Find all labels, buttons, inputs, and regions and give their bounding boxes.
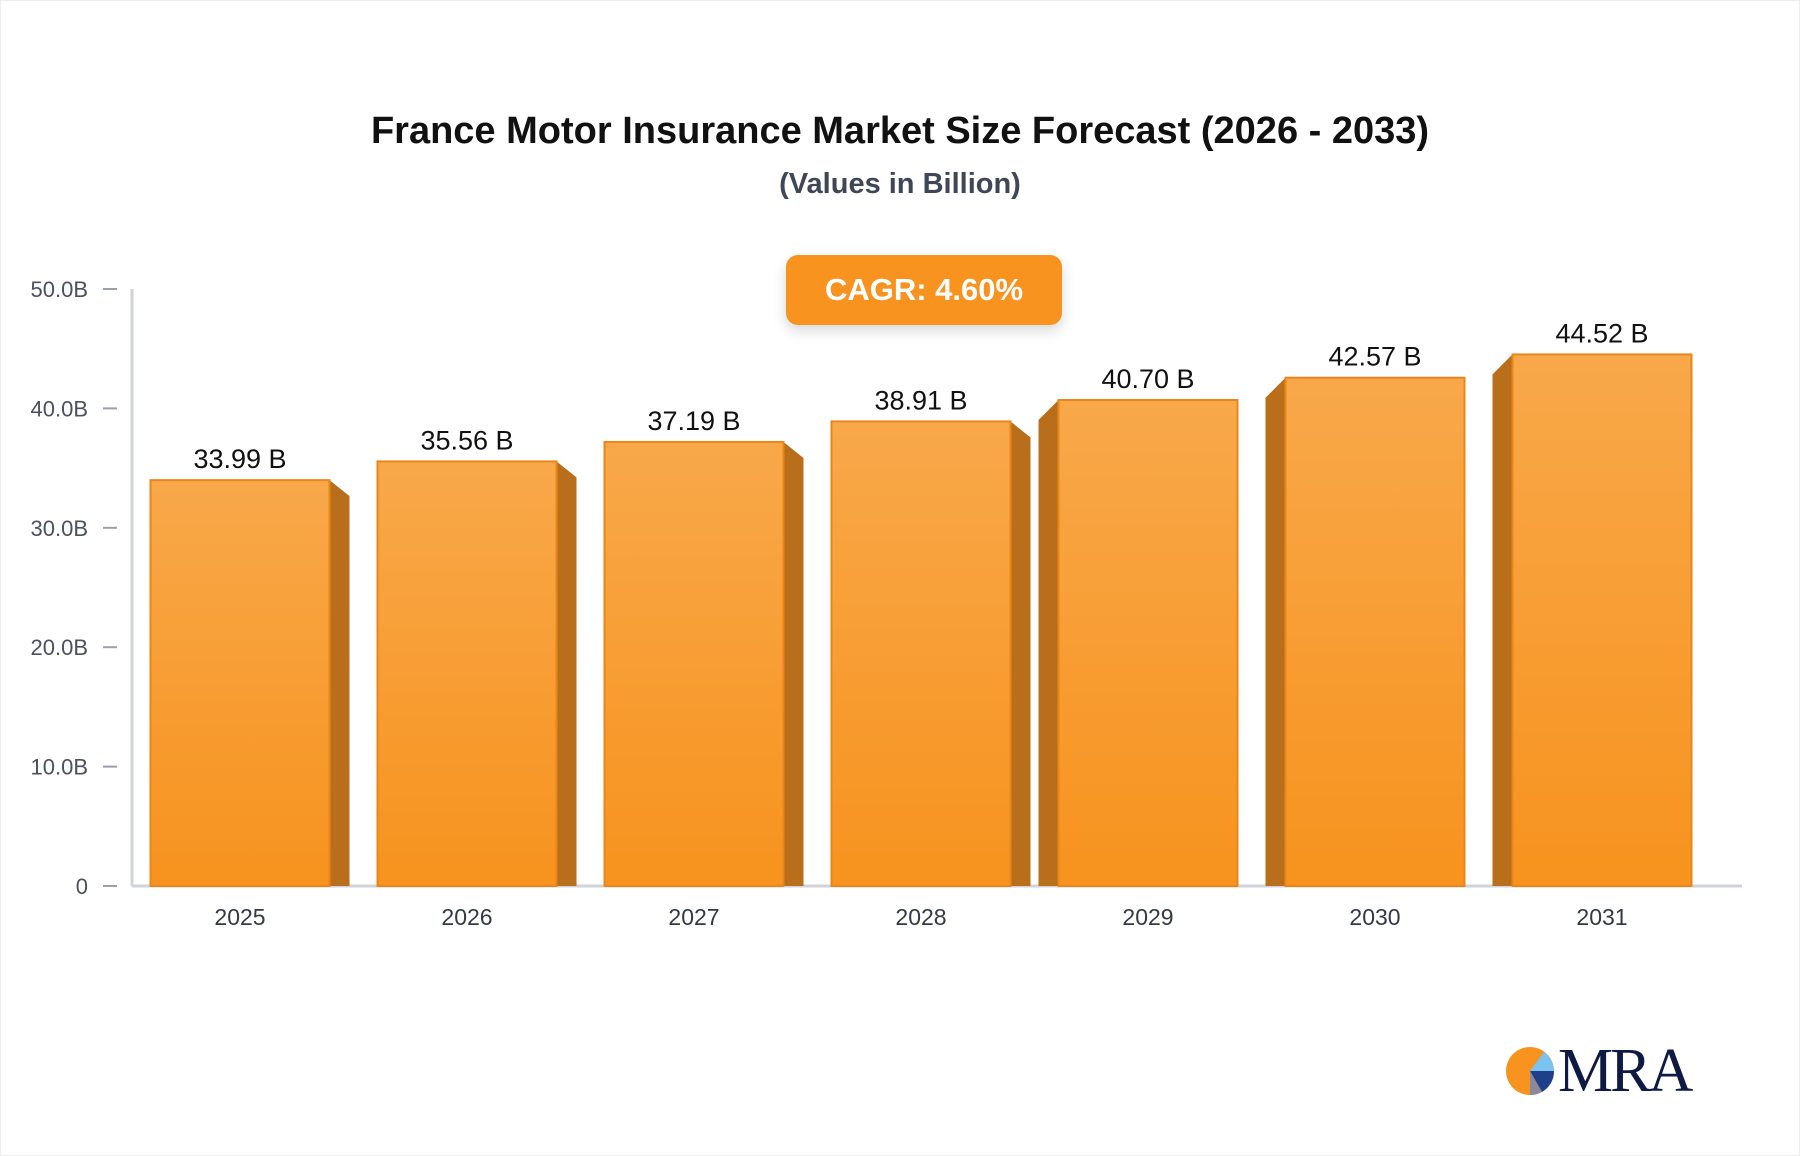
bar-side [783, 441, 804, 886]
logo-text: MRA [1558, 1037, 1693, 1105]
bar-group: 35.56 B 2026 [376, 425, 577, 930]
bar [1511, 353, 1693, 887]
x-tick-label: 2027 [668, 904, 719, 930]
y-tick-label: 50.0B [31, 277, 89, 302]
data-label: 44.52 B [1555, 318, 1648, 348]
bar-group: 42.57 B 2030 [1265, 342, 1466, 930]
bar [1057, 399, 1239, 887]
x-tick-label: 2031 [1576, 904, 1627, 930]
bar-side [1038, 400, 1059, 886]
bar-group: 37.19 B 2027 [603, 406, 804, 930]
x-tick-label: 2030 [1349, 904, 1400, 930]
cagr-badge: CAGR: 4.60% [786, 255, 1062, 325]
chart-subtitle: (Values in Billion) [779, 168, 1021, 200]
bar-group: 38.91 B 2028 [830, 385, 1031, 930]
bar [830, 420, 1012, 887]
bar-side [329, 480, 350, 886]
data-label: 35.56 B [420, 425, 513, 455]
bar [376, 460, 558, 887]
bar [149, 479, 331, 887]
mra-logo: MRA [1504, 1037, 1693, 1105]
bar-group: 33.99 B 2025 [149, 444, 350, 930]
x-tick-label: 2029 [1122, 904, 1173, 930]
data-label: 37.19 B [647, 406, 740, 436]
bar-side [1492, 354, 1513, 886]
bar-side [1010, 421, 1031, 886]
y-tick-label: 40.0B [31, 396, 89, 421]
bar [1284, 376, 1466, 887]
x-tick-label: 2028 [895, 904, 946, 930]
y-tick-label: 10.0B [31, 755, 89, 780]
y-tick-label: 0 [76, 874, 88, 899]
x-tick-label: 2026 [441, 904, 492, 930]
y-tick-label: 30.0B [31, 516, 89, 541]
data-label: 38.91 B [874, 385, 967, 415]
data-label: 42.57 B [1328, 342, 1421, 372]
x-tick-label: 2025 [214, 904, 265, 930]
bar-side [1265, 377, 1286, 886]
bar [603, 440, 785, 887]
bar-side [556, 461, 577, 886]
y-tick-label: 20.0B [31, 635, 89, 660]
chart-title: France Motor Insurance Market Size Forec… [370, 110, 1430, 152]
data-label: 40.70 B [1101, 364, 1194, 394]
bar-group: 40.70 B 2029 [1038, 364, 1239, 930]
pie-logo-icon [1506, 1047, 1555, 1096]
bar-group: 44.52 B 2031 [1492, 318, 1693, 930]
data-label: 33.99 B [193, 444, 286, 474]
